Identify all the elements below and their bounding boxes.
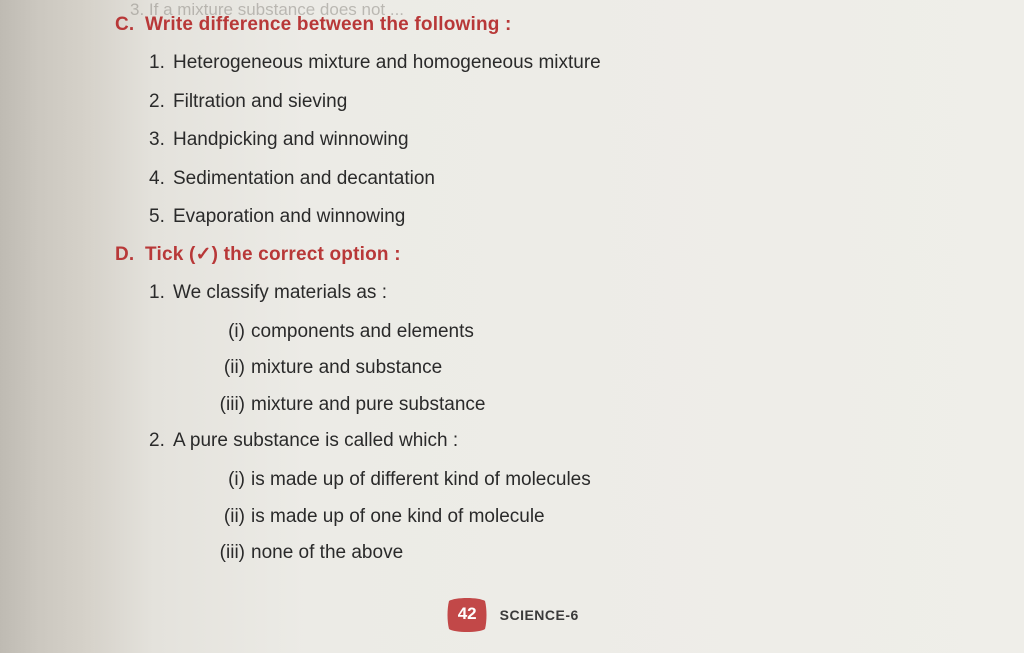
list-item: 5.Evaporation and winnowing	[149, 204, 1004, 231]
item-text: Evaporation and winnowing	[173, 206, 405, 227]
section-d-list: 1.We classify materials as :	[149, 280, 1004, 307]
option-roman: (iii)	[203, 392, 245, 419]
option: (ii) is made up of one kind of molecule	[203, 504, 1004, 531]
section-d-list-2: 2.A pure substance is called which :	[149, 428, 1004, 455]
option-roman: (i)	[203, 319, 245, 346]
item-text: A pure substance is called which :	[173, 430, 458, 451]
question-stem: 1.We classify materials as :	[149, 280, 1004, 307]
option-text: components and elements	[251, 321, 474, 342]
page-number: 42	[458, 604, 477, 624]
option: (i) components and elements	[203, 319, 1004, 346]
section-c-letter: C.	[115, 14, 145, 36]
item-text: We classify materials as :	[173, 282, 387, 303]
item-number: 2.	[149, 428, 173, 455]
section-d-title: Tick (✓) the correct option :	[145, 244, 401, 265]
option-text: is made up of one kind of molecule	[251, 506, 545, 527]
item-text: Heterogeneous mixture and homogeneous mi…	[173, 52, 601, 73]
option-text: none of the above	[251, 542, 403, 563]
option-roman: (ii)	[203, 504, 245, 531]
section-d-letter: D.	[115, 244, 145, 266]
list-item: 1.Heterogeneous mixture and homogeneous …	[149, 50, 1004, 77]
item-number: 2.	[149, 89, 173, 116]
option-roman: (ii)	[203, 355, 245, 382]
page-number-badge: 42	[445, 595, 489, 635]
option-text: mixture and substance	[251, 357, 442, 378]
footer-label: SCIENCE-6	[500, 607, 579, 623]
question-stem: 2.A pure substance is called which :	[149, 428, 1004, 455]
section-d-heading: D.Tick (✓) the correct option :	[115, 243, 1004, 266]
question-1-options: (i) components and elements (ii) mixture a…	[203, 319, 1004, 419]
item-number: 1.	[149, 50, 173, 77]
option: (i) is made up of different kind of molec…	[203, 467, 1004, 494]
item-number: 4.	[149, 166, 173, 193]
item-text: Sedimentation and decantation	[173, 168, 435, 189]
section-c-heading: C.Write difference between the following…	[115, 14, 1004, 36]
section-c-title: Write difference between the following :	[145, 14, 512, 35]
option-roman: (i)	[203, 467, 245, 494]
item-text: Handpicking and winnowing	[173, 129, 409, 150]
page-footer: 42 SCIENCE-6	[0, 595, 1024, 635]
item-number: 1.	[149, 280, 173, 307]
option: (iii) none of the above	[203, 540, 1004, 567]
item-text: Filtration and sieving	[173, 91, 347, 112]
item-number: 3.	[149, 127, 173, 154]
option-text: is made up of different kind of molecule…	[251, 469, 591, 490]
page-content: C.Write difference between the following…	[115, 0, 1004, 577]
option: (ii) mixture and substance	[203, 355, 1004, 382]
option: (iii) mixture and pure substance	[203, 392, 1004, 419]
question-2-options: (i) is made up of different kind of molec…	[203, 467, 1004, 567]
option-roman: (iii)	[203, 540, 245, 567]
page-stack-edge	[0, 0, 95, 653]
list-item: 2.Filtration and sieving	[149, 89, 1004, 116]
item-number: 5.	[149, 204, 173, 231]
list-item: 3.Handpicking and winnowing	[149, 127, 1004, 154]
section-c-list: 1.Heterogeneous mixture and homogeneous …	[149, 50, 1004, 231]
list-item: 4.Sedimentation and decantation	[149, 166, 1004, 193]
option-text: mixture and pure substance	[251, 394, 485, 415]
